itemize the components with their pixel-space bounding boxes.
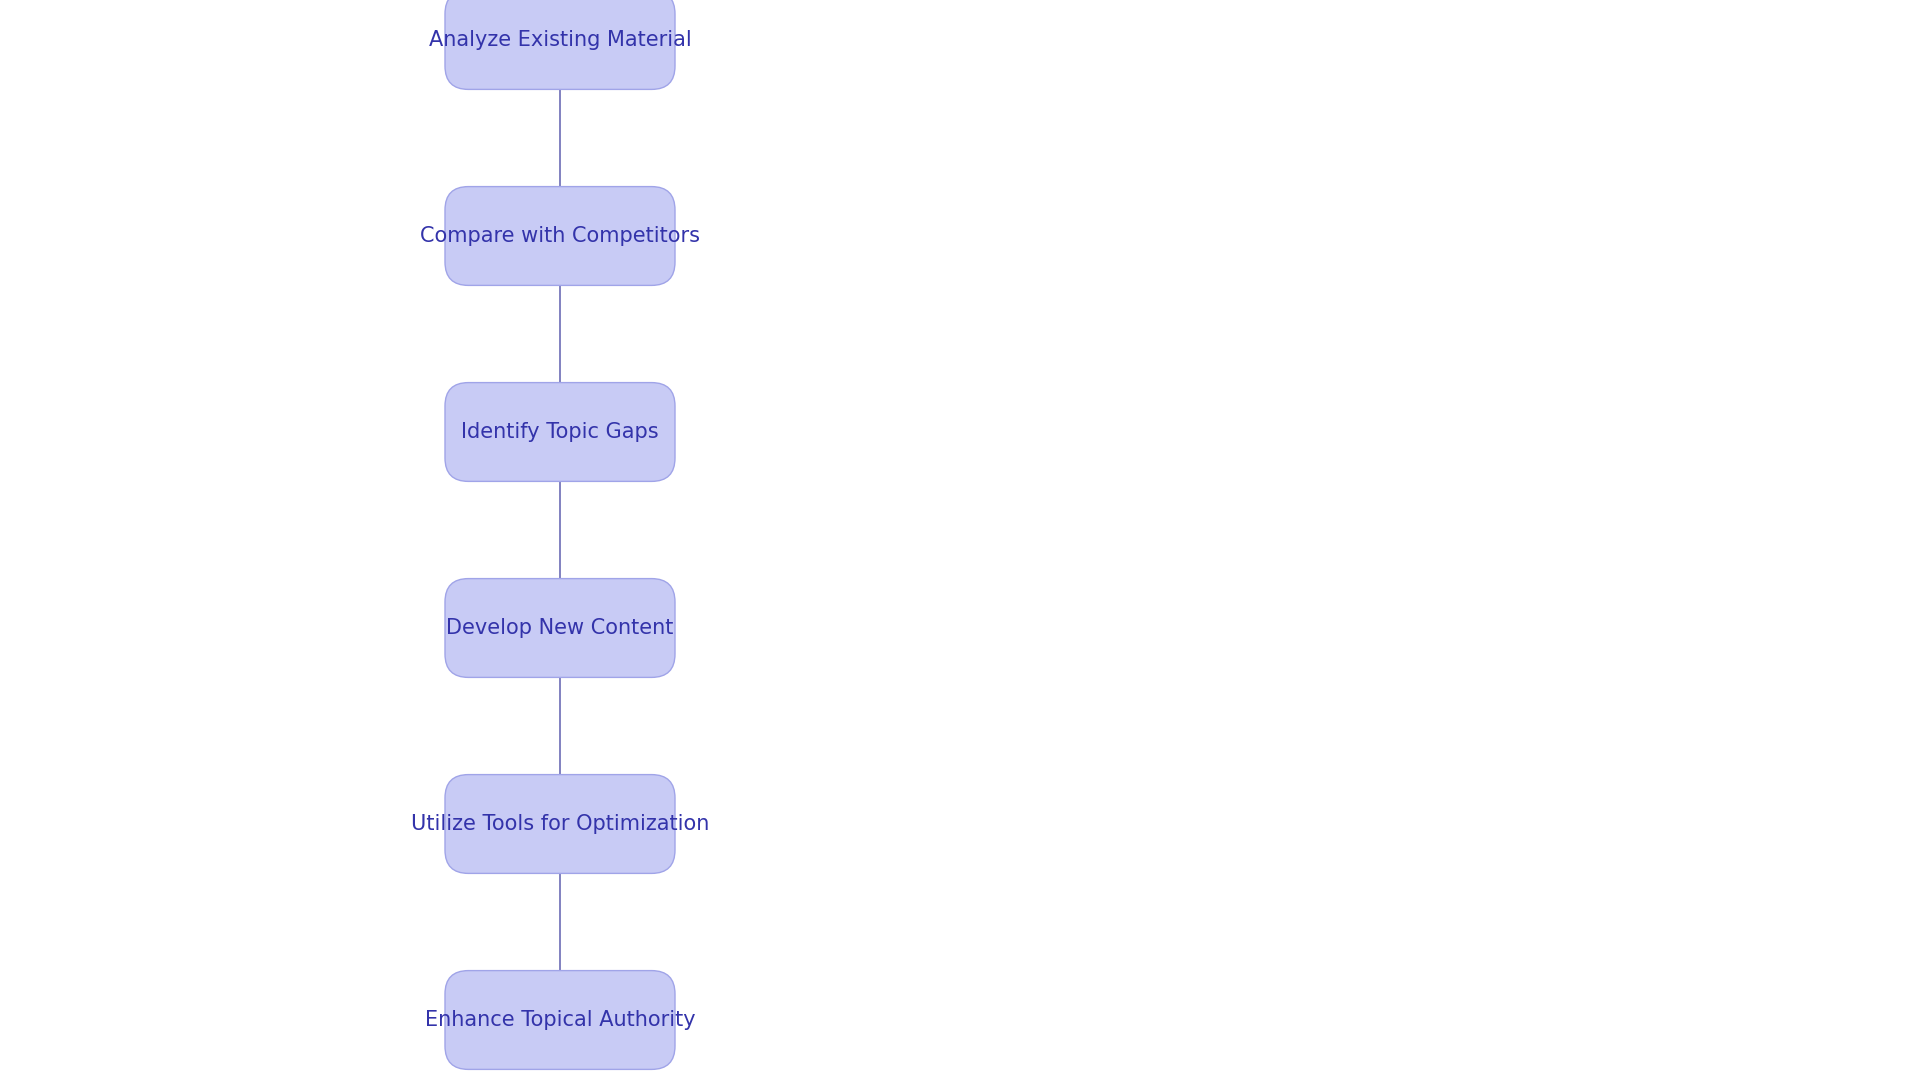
FancyBboxPatch shape [445,186,676,286]
FancyBboxPatch shape [445,578,676,677]
Text: Develop New Content: Develop New Content [445,618,674,638]
FancyBboxPatch shape [445,774,676,873]
Text: Utilize Tools for Optimization: Utilize Tools for Optimization [411,814,708,834]
FancyBboxPatch shape [445,970,676,1069]
Text: Analyze Existing Material: Analyze Existing Material [428,30,691,50]
FancyBboxPatch shape [445,0,676,90]
Text: Compare with Competitors: Compare with Competitors [420,226,701,246]
FancyBboxPatch shape [445,382,676,482]
Text: Identify Topic Gaps: Identify Topic Gaps [461,422,659,442]
Text: Enhance Topical Authority: Enhance Topical Authority [424,1010,695,1030]
